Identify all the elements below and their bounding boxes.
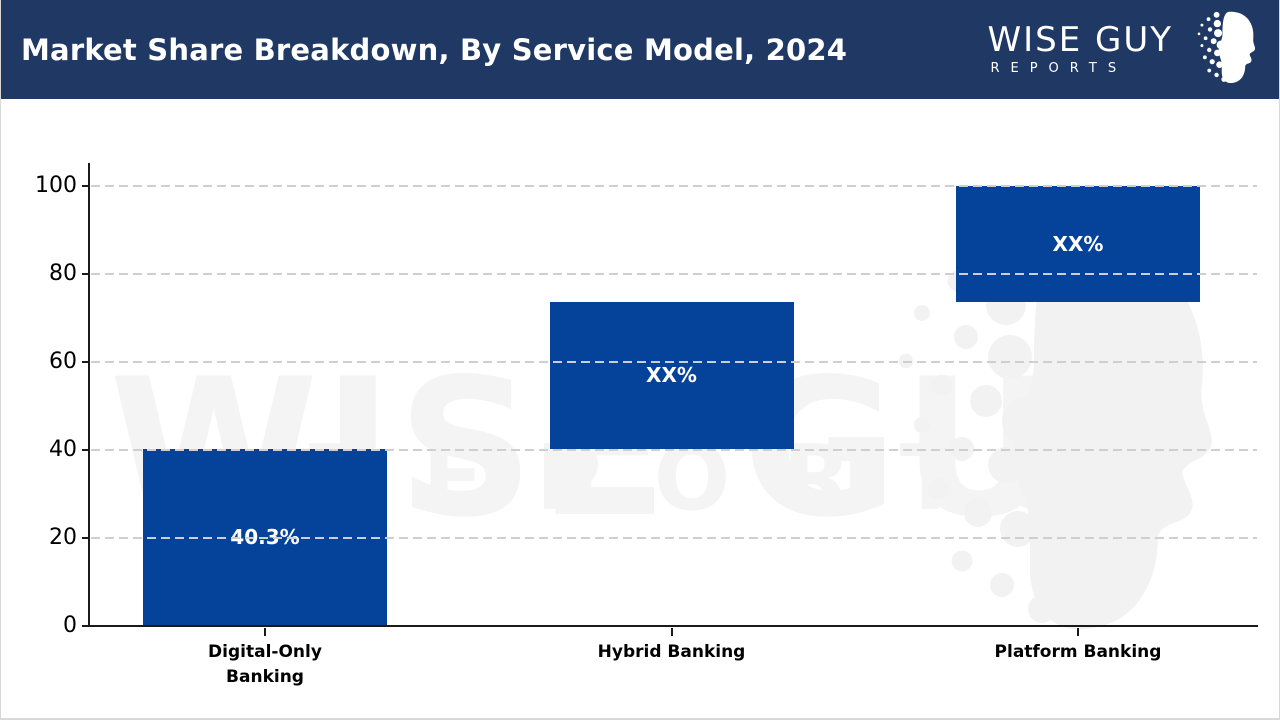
y-tick-label: 60: [49, 349, 77, 374]
gridline: [91, 361, 1257, 363]
logo-subtitle: REPORTS: [990, 61, 1128, 76]
bar-value-label: XX%: [646, 363, 697, 388]
x-axis: [88, 625, 1258, 627]
x-category-label: Platform Banking: [994, 642, 1162, 662]
y-tick: [82, 625, 89, 627]
y-tick: [82, 185, 89, 187]
y-tick: [82, 449, 89, 451]
header-banner: Market Share Breakdown, By Service Model…: [1, 0, 1279, 99]
dot-face-profile-icon: [1197, 11, 1256, 83]
y-tick-label: 0: [63, 613, 77, 638]
gridline: [91, 185, 1257, 187]
logo-text: WISE GUY REPORTS: [987, 23, 1173, 76]
x-tick: [264, 628, 266, 636]
bar-segment: XX%: [956, 186, 1200, 302]
gridline: [91, 537, 1257, 539]
x-tick: [670, 628, 673, 636]
wise-guy-reports-logo: WISE GUY REPORTS: [987, 6, 1263, 94]
x-category-label: Hybrid Banking: [597, 642, 746, 662]
y-tick: [82, 361, 89, 363]
x-category-label: Digital-Only Banking: [208, 642, 322, 687]
bar-chart: WISE GUY REPORTS 40.: [1, 99, 1279, 718]
chart-title: Market Share Breakdown, By Service Model…: [21, 32, 848, 67]
x-tick: [1077, 628, 1079, 636]
y-tick-label: 40: [49, 437, 77, 462]
y-tick-label: 80: [49, 261, 77, 286]
y-tick: [82, 537, 89, 539]
gridline: [91, 273, 1257, 275]
y-axis: [88, 163, 90, 627]
gridline: [91, 449, 1257, 451]
y-tick-label: 100: [35, 173, 77, 198]
logo-wordmark: WISE GUY: [987, 20, 1173, 60]
bar-segment: XX%: [549, 301, 794, 449]
bar-value-label: XX%: [1052, 231, 1104, 256]
y-tick: [82, 273, 89, 275]
y-tick-label: 20: [49, 525, 77, 550]
